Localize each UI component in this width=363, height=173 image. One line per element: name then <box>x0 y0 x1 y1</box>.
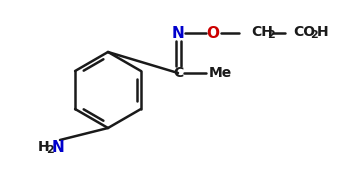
Text: 2: 2 <box>310 30 318 40</box>
Text: O: O <box>207 25 220 40</box>
Text: C: C <box>173 66 183 80</box>
Text: CO: CO <box>293 25 315 39</box>
Text: N: N <box>172 25 184 40</box>
Text: Me: Me <box>208 66 232 80</box>
Text: N: N <box>52 139 65 154</box>
Text: H: H <box>317 25 329 39</box>
Text: H: H <box>38 140 50 154</box>
Text: 2: 2 <box>46 145 54 155</box>
Text: 2: 2 <box>267 30 275 40</box>
Text: CH: CH <box>251 25 273 39</box>
